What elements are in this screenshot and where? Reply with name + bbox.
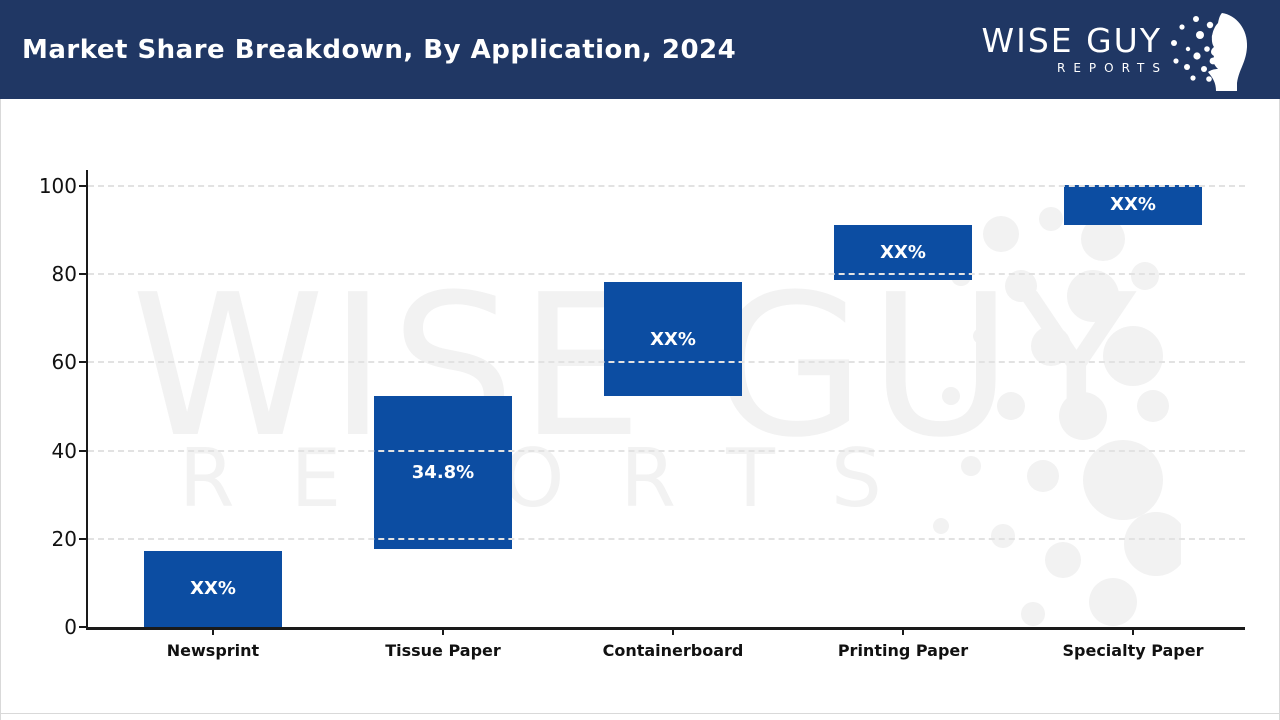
gridline-40 (88, 449, 1245, 452)
bar-tissue-paper: 34.8% (374, 395, 512, 550)
gridline-100 (88, 185, 1245, 187)
bar-value-label: XX% (880, 241, 926, 263)
brand-logo: WISE GUY REPORTS (981, 9, 1252, 91)
ytick-mark-0 (79, 626, 88, 628)
logo-text: WISE GUY REPORTS (981, 24, 1162, 75)
ytick-label-40: 40 (51, 438, 77, 463)
xtick-mark-1 (442, 627, 444, 635)
ytick-label-60: 60 (51, 350, 77, 375)
ytick-label-0: 0 (64, 615, 77, 639)
bar-containerboard: XX% (604, 281, 742, 397)
logo-wordmark: WISE GUY (981, 21, 1162, 60)
category-label-0: Newsprint (166, 641, 260, 660)
ytick-label-20: 20 (51, 526, 77, 551)
category-label-3: Printing Paper (837, 641, 969, 660)
xtick-mark-2 (672, 627, 674, 635)
chart-canvas: WISE GUY REPORTS 0 20 40 60 80 100 XX% Newsprin… (0, 99, 1280, 720)
bar-printing-paper: XX% (834, 224, 972, 280)
gridline-80 (88, 273, 1245, 276)
gridline-20 (88, 537, 1245, 540)
header-bar: Market Share Breakdown, By Application, … (0, 0, 1280, 99)
plot-area: 0 20 40 60 80 100 XX% Newsprint 34.8% Tissue Pape… (1, 99, 1279, 720)
watermark-face-icon (933, 207, 1181, 626)
y-axis-line (86, 170, 88, 630)
category-label-2: Containerboard (602, 641, 744, 660)
watermark-subtext: REPORTS (179, 432, 938, 525)
page-title: Market Share Breakdown, By Application, … (22, 34, 737, 65)
ytick-label-100: 100 (38, 174, 77, 198)
bottom-divider (1, 713, 1279, 714)
bar-newsprint: XX% (144, 550, 282, 627)
bar-value-label: XX% (190, 578, 236, 600)
ytick-label-80: 80 (51, 262, 77, 287)
bar-value-label: 34.8% (411, 462, 475, 484)
bar-value-label: XX% (650, 328, 696, 350)
xtick-mark-0 (212, 627, 214, 635)
ytick-mark-80 (79, 273, 88, 276)
gridline-60 (88, 361, 1245, 364)
xtick-mark-4 (1132, 627, 1134, 635)
category-label-1: Tissue Paper (385, 641, 501, 660)
bar-specialty-paper: XX% (1064, 185, 1202, 225)
ytick-mark-60 (79, 361, 88, 364)
logo-subtext: REPORTS (1056, 61, 1168, 75)
logo-face-icon (1171, 12, 1248, 91)
x-axis-line (86, 627, 1245, 630)
ytick-mark-20 (79, 537, 88, 540)
bar-value-label: XX% (1110, 194, 1156, 216)
ytick-mark-100 (79, 185, 88, 187)
ytick-mark-40 (79, 449, 88, 452)
xtick-mark-3 (902, 627, 904, 635)
category-label-4: Specialty Paper (1062, 641, 1204, 660)
